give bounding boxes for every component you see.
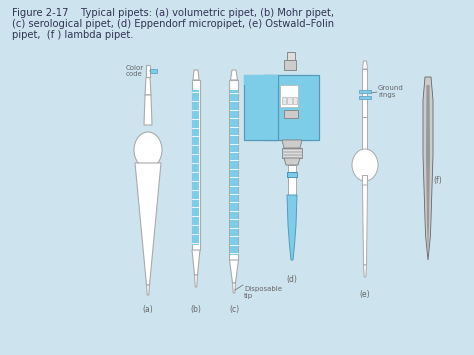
- Text: Ground
rings: Ground rings: [378, 86, 404, 98]
- Polygon shape: [363, 185, 367, 265]
- Polygon shape: [423, 77, 433, 260]
- Bar: [363, 69, 367, 117]
- Bar: [192, 90, 200, 245]
- Polygon shape: [282, 140, 302, 148]
- Text: (b): (b): [191, 305, 201, 314]
- Polygon shape: [284, 60, 296, 70]
- Bar: [282, 97, 286, 104]
- Bar: [359, 90, 371, 93]
- Text: (c) serological pipet, (d) Eppendorf micropipet, (e) Ostwald–Folin: (c) serological pipet, (d) Eppendorf mic…: [12, 19, 334, 29]
- Bar: [282, 148, 302, 158]
- Polygon shape: [145, 77, 151, 95]
- Bar: [146, 65, 150, 77]
- Polygon shape: [233, 283, 236, 293]
- Ellipse shape: [134, 132, 162, 168]
- Bar: [287, 172, 297, 177]
- Text: (c): (c): [229, 305, 239, 314]
- Polygon shape: [284, 158, 300, 165]
- Polygon shape: [192, 250, 200, 275]
- Bar: [150, 69, 157, 73]
- Bar: [244, 75, 278, 85]
- Text: (e): (e): [360, 290, 370, 299]
- Polygon shape: [426, 85, 430, 255]
- Bar: [229, 80, 238, 260]
- Bar: [287, 52, 295, 60]
- Polygon shape: [229, 260, 238, 283]
- Polygon shape: [364, 265, 366, 277]
- Polygon shape: [135, 163, 161, 285]
- Polygon shape: [193, 70, 199, 80]
- Text: Disposable
tip: Disposable tip: [244, 286, 282, 299]
- Bar: [288, 97, 292, 104]
- Text: (f): (f): [433, 175, 442, 185]
- Bar: [280, 85, 298, 107]
- Polygon shape: [244, 75, 278, 140]
- Bar: [264, 75, 319, 140]
- Ellipse shape: [352, 149, 378, 181]
- Polygon shape: [144, 95, 152, 125]
- Polygon shape: [287, 195, 297, 260]
- Text: Color
code: Color code: [126, 65, 150, 77]
- Text: Figure 2-17    Typical pipets: (a) volumetric pipet, (b) Mohr pipet,: Figure 2-17 Typical pipets: (a) volumetr…: [12, 8, 334, 18]
- Bar: [363, 175, 367, 185]
- Polygon shape: [194, 275, 198, 287]
- Polygon shape: [230, 70, 237, 80]
- Text: (a): (a): [143, 305, 154, 314]
- Bar: [192, 80, 200, 250]
- Text: pipet,  (f ) lambda pipet.: pipet, (f ) lambda pipet.: [12, 30, 134, 40]
- Bar: [230, 90, 238, 255]
- Bar: [293, 97, 298, 104]
- Bar: [363, 117, 367, 150]
- Bar: [284, 110, 298, 118]
- Text: (d): (d): [287, 275, 298, 284]
- Polygon shape: [363, 61, 367, 69]
- Bar: [288, 165, 296, 195]
- Bar: [359, 96, 371, 99]
- Polygon shape: [146, 285, 149, 295]
